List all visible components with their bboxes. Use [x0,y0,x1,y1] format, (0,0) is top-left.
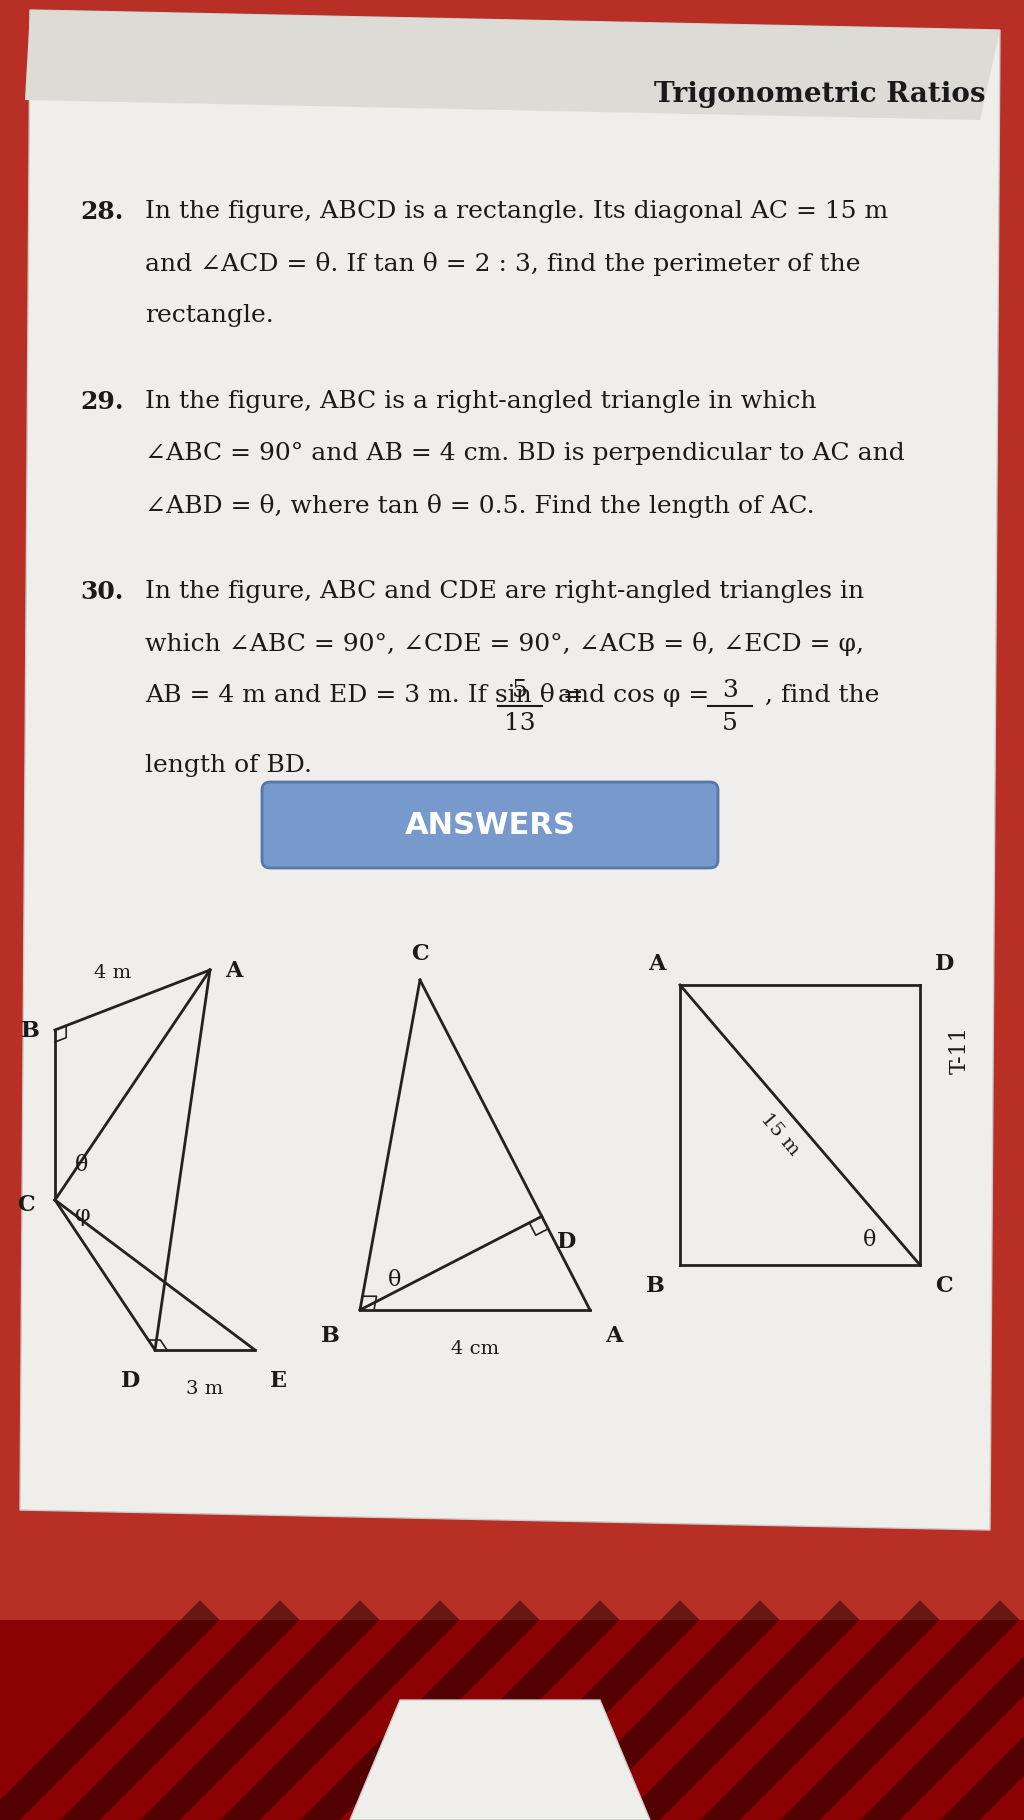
Text: θ: θ [75,1154,88,1176]
Text: θ: θ [388,1269,401,1290]
Text: C: C [935,1276,952,1298]
Text: A: A [647,954,665,976]
FancyBboxPatch shape [0,1511,1024,1820]
Text: 4 m: 4 m [94,965,131,983]
Text: A: A [605,1325,623,1347]
Text: C: C [412,943,429,965]
Text: D: D [935,954,954,976]
Text: 30.: 30. [80,581,123,604]
Text: C: C [17,1194,35,1216]
Text: B: B [322,1325,340,1347]
Text: B: B [646,1276,665,1298]
Text: In the figure, ABCD is a rectangle. Its diagonal AC = 15 m: In the figure, ABCD is a rectangle. Its … [145,200,888,224]
Text: 28.: 28. [80,200,123,224]
Text: φ: φ [75,1205,91,1227]
Text: θ: θ [863,1228,877,1250]
Text: In the figure, ABC is a right-angled triangle in which: In the figure, ABC is a right-angled tri… [145,389,816,413]
Text: ∠ABD = θ, where tan θ = 0.5. Find the length of AC.: ∠ABD = θ, where tan θ = 0.5. Find the le… [145,493,815,519]
Text: and ∠ACD = θ. If tan θ = 2 : 3, find the perimeter of the: and ∠ACD = θ. If tan θ = 2 : 3, find the… [145,251,860,277]
Text: In the figure, ABC and CDE are right-angled triangles in: In the figure, ABC and CDE are right-ang… [145,581,864,602]
Text: 29.: 29. [80,389,124,413]
Text: ANSWERS: ANSWERS [404,810,575,839]
Text: E: E [270,1370,287,1392]
Text: length of BD.: length of BD. [145,753,312,777]
Text: , find the: , find the [765,684,880,706]
Text: which ∠ABC = 90°, ∠CDE = 90°, ∠ACB = θ, ∠ECD = φ,: which ∠ABC = 90°, ∠CDE = 90°, ∠ACB = θ, … [145,632,864,655]
Text: 4 cm: 4 cm [451,1340,499,1358]
Text: 13: 13 [504,712,536,735]
Text: rectangle.: rectangle. [145,304,273,328]
Text: AB = 4 m and ED = 3 m. If sin θ =: AB = 4 m and ED = 3 m. If sin θ = [145,684,584,706]
Polygon shape [20,9,1000,1531]
Text: 5: 5 [512,679,528,703]
Text: D: D [121,1370,140,1392]
Text: 3: 3 [722,679,738,703]
Polygon shape [25,9,1000,120]
Text: ∠ABC = 90° and AB = 4 cm. BD is perpendicular to AC and: ∠ABC = 90° and AB = 4 cm. BD is perpendi… [145,442,905,464]
Text: 5: 5 [722,712,738,735]
Text: A: A [225,959,243,983]
Text: and cos φ =: and cos φ = [558,684,710,706]
Text: D: D [557,1232,577,1254]
Polygon shape [0,1620,1024,1820]
Polygon shape [350,1700,650,1820]
Text: B: B [22,1019,40,1043]
Text: 3 m: 3 m [186,1380,223,1398]
Text: Trigonometric Ratios: Trigonometric Ratios [654,82,986,109]
Text: T-11: T-11 [949,1026,971,1074]
FancyBboxPatch shape [262,783,718,868]
Text: 15 m: 15 m [757,1110,803,1159]
